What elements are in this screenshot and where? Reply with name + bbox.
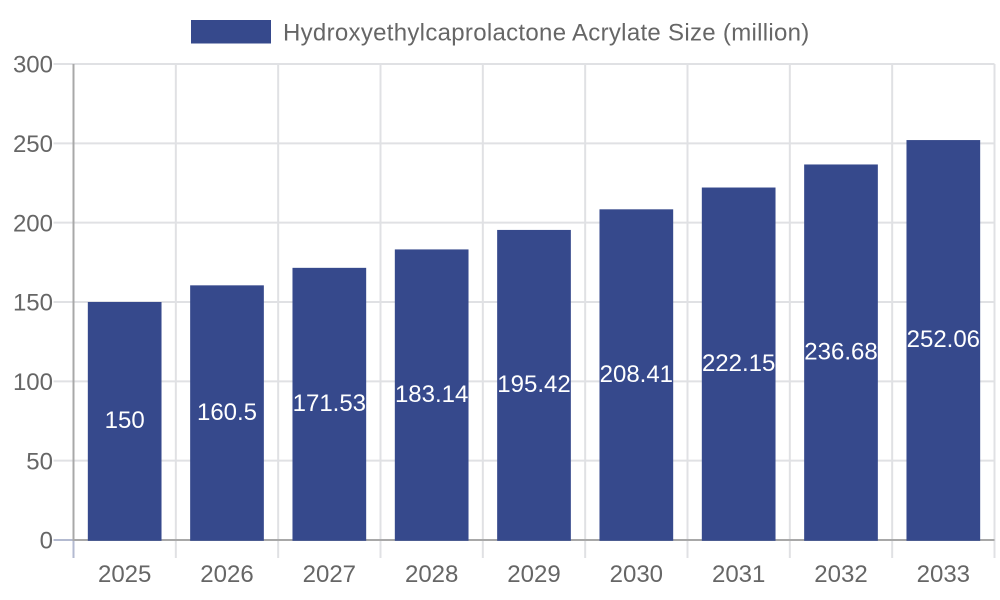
svg-text:50: 50 (26, 448, 53, 475)
svg-text:183.14: 183.14 (395, 381, 468, 408)
svg-text:208.41: 208.41 (600, 361, 673, 388)
svg-text:160.5: 160.5 (197, 399, 257, 426)
svg-text:2032: 2032 (814, 561, 867, 588)
svg-text:252.06: 252.06 (907, 326, 980, 353)
svg-text:200: 200 (13, 210, 53, 237)
svg-text:171.53: 171.53 (293, 390, 366, 417)
svg-text:195.42: 195.42 (497, 371, 570, 398)
svg-text:236.68: 236.68 (804, 338, 877, 365)
svg-text:2031: 2031 (712, 561, 765, 588)
svg-text:2028: 2028 (405, 561, 458, 588)
svg-text:0: 0 (40, 528, 53, 555)
svg-text:222.15: 222.15 (702, 350, 775, 377)
svg-text:2033: 2033 (917, 561, 970, 588)
svg-text:2027: 2027 (303, 561, 356, 588)
svg-text:2025: 2025 (98, 561, 151, 588)
svg-text:150: 150 (13, 290, 53, 317)
svg-text:100: 100 (13, 369, 53, 396)
svg-text:300: 300 (13, 52, 53, 79)
svg-text:250: 250 (13, 131, 53, 158)
svg-text:150: 150 (105, 407, 145, 434)
svg-text:Hydroxyethylcaprolactone Acryl: Hydroxyethylcaprolactone Acrylate Size (… (283, 19, 810, 46)
svg-text:2030: 2030 (610, 561, 663, 588)
svg-text:2029: 2029 (507, 561, 560, 588)
svg-text:2026: 2026 (200, 561, 253, 588)
